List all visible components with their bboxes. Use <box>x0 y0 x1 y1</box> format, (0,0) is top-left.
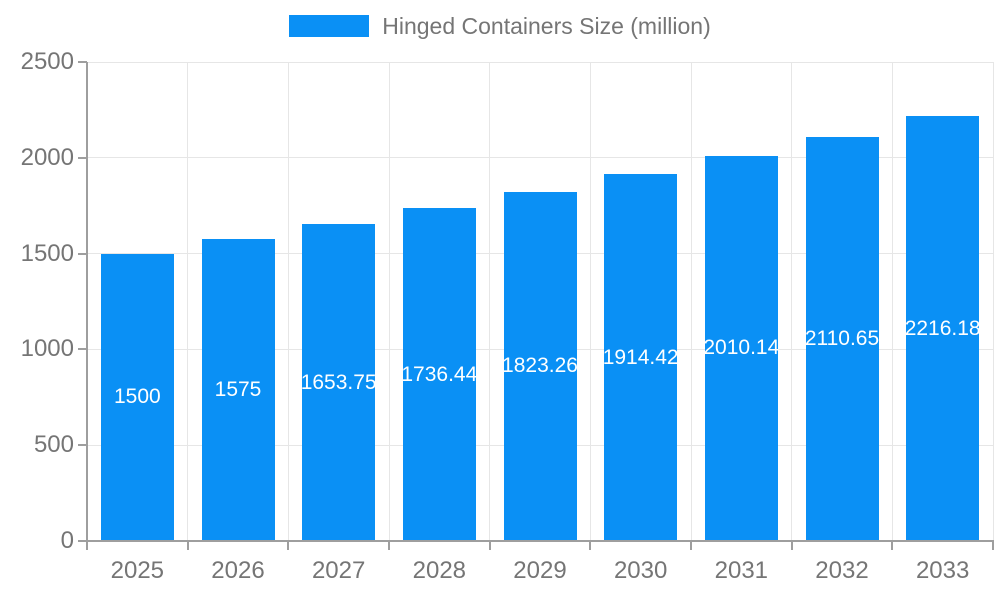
y-axis-tick <box>78 61 87 63</box>
x-axis-tick <box>287 541 290 550</box>
gridline-vertical <box>489 62 491 541</box>
gridline-vertical <box>287 62 289 541</box>
bar-value-label: 1914.42 <box>602 345 679 369</box>
legend-label: Hinged Containers Size (million) <box>382 13 711 39</box>
gridline-horizontal <box>87 61 993 63</box>
y-tick-label: 1500 <box>20 239 74 267</box>
x-axis-tick <box>488 541 491 550</box>
y-tick-label: 500 <box>33 431 74 459</box>
bar-value-label: 1575 <box>214 378 262 402</box>
gridline-vertical <box>589 62 591 541</box>
x-axis-tick <box>992 541 994 550</box>
x-tick-label: 2033 <box>915 557 970 584</box>
y-axis-tick <box>78 252 87 255</box>
x-axis-line <box>86 540 994 542</box>
y-axis-line <box>86 62 88 541</box>
gridline-vertical <box>187 62 189 541</box>
gridline-vertical <box>992 62 994 541</box>
x-tick-label: 2027 <box>311 557 366 584</box>
bar-value-label: 1736.44 <box>401 362 478 386</box>
bar[interactable] <box>100 253 174 541</box>
bar[interactable] <box>503 191 577 541</box>
gridline-vertical <box>891 62 893 541</box>
legend-swatch <box>289 15 370 37</box>
x-axis-tick <box>891 541 894 550</box>
bar[interactable] <box>201 239 275 541</box>
x-tick-label: 2029 <box>513 557 567 584</box>
x-axis-tick <box>690 541 692 550</box>
y-axis-tick <box>78 348 87 351</box>
bar-value-label: 1653.75 <box>300 370 377 394</box>
x-axis-tick <box>388 541 390 550</box>
x-tick-label: 2030 <box>613 557 668 584</box>
bar-value-label: 2010.14 <box>703 336 780 360</box>
y-axis-tick <box>78 156 87 159</box>
bar[interactable] <box>604 174 678 541</box>
x-tick-label: 2026 <box>211 557 265 584</box>
x-axis-tick <box>790 541 793 550</box>
gridline-horizontal <box>87 157 993 159</box>
bar[interactable] <box>805 136 879 541</box>
x-tick-label: 2031 <box>714 557 769 584</box>
x-axis-tick <box>589 541 592 550</box>
bar[interactable] <box>704 155 778 541</box>
bar[interactable] <box>402 208 476 541</box>
gridline-vertical <box>690 62 692 541</box>
chart-legend: Hinged Containers Size (million) <box>0 13 1000 39</box>
x-tick-label: 2028 <box>412 557 467 584</box>
y-tick-label: 0 <box>60 527 74 554</box>
y-axis-tick <box>78 540 87 542</box>
x-axis-tick <box>86 541 88 550</box>
bar-value-label: 2110.65 <box>804 326 880 350</box>
bar-value-label: 1823.26 <box>502 354 578 378</box>
y-tick-label: 2500 <box>20 48 74 75</box>
y-axis-tick <box>78 444 87 447</box>
x-axis-tick <box>186 541 189 550</box>
x-tick-label: 2032 <box>815 557 869 584</box>
bar-value-label: 1500 <box>113 385 161 409</box>
y-tick-label: 2000 <box>20 143 74 171</box>
y-tick-label: 1000 <box>20 335 74 363</box>
bar-value-label: 2216.18 <box>904 316 981 340</box>
bar[interactable] <box>906 116 980 541</box>
x-tick-label: 2025 <box>110 557 165 584</box>
gridline-vertical <box>791 62 793 541</box>
bar[interactable] <box>302 224 376 541</box>
gridline-vertical <box>388 62 390 541</box>
